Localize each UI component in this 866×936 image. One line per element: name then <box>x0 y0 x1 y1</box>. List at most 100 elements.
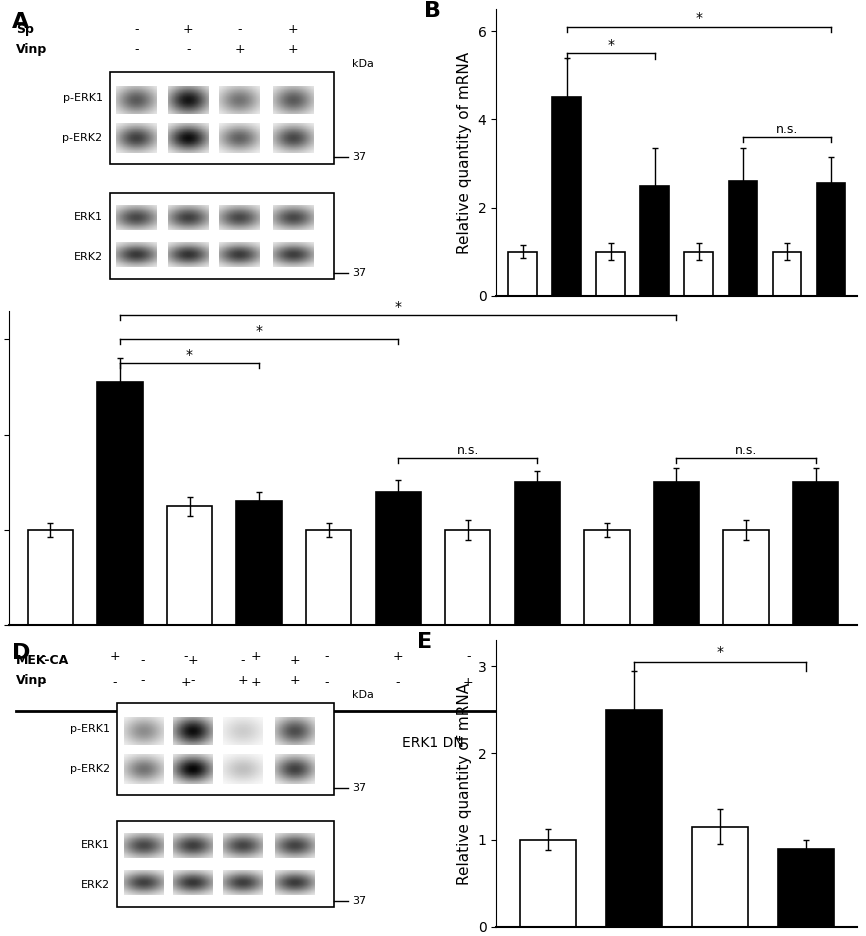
Bar <box>167 506 212 625</box>
Bar <box>520 840 576 927</box>
Text: +: + <box>288 22 299 36</box>
Text: -: - <box>237 22 242 36</box>
Text: Vinp: Vinp <box>433 360 464 373</box>
Text: -: - <box>516 360 521 373</box>
Text: ERK1 DN: ERK1 DN <box>402 736 464 750</box>
Text: +: + <box>675 651 686 664</box>
Text: -: - <box>186 43 191 56</box>
Text: +: + <box>289 654 300 666</box>
Text: *: * <box>695 11 702 25</box>
Text: n.s.: n.s. <box>776 123 798 136</box>
Text: p-ERK1: p-ERK1 <box>70 724 110 734</box>
Text: +: + <box>817 651 827 664</box>
Text: -: - <box>191 674 195 687</box>
Text: +: + <box>817 676 827 689</box>
Text: +: + <box>188 654 198 666</box>
Text: -: - <box>42 676 46 689</box>
FancyBboxPatch shape <box>110 72 333 164</box>
Text: 37: 37 <box>352 269 365 278</box>
Text: A: A <box>12 12 29 32</box>
Bar <box>376 491 421 625</box>
Text: *: * <box>395 300 402 314</box>
Text: +: + <box>830 387 840 400</box>
Text: *: * <box>255 324 262 338</box>
Text: +: + <box>237 674 248 687</box>
Text: -: - <box>113 676 117 689</box>
Bar <box>28 530 73 625</box>
Text: +: + <box>746 676 757 689</box>
Text: +: + <box>830 360 840 373</box>
Text: +: + <box>533 651 545 664</box>
Text: +: + <box>288 43 299 56</box>
Text: +: + <box>183 22 193 36</box>
Text: Mock: Mock <box>132 736 168 750</box>
Text: -: - <box>607 387 611 400</box>
Text: *: * <box>716 646 723 659</box>
Text: +: + <box>559 335 569 348</box>
Bar <box>817 183 845 296</box>
Text: -: - <box>516 387 521 400</box>
Text: +: + <box>392 651 403 664</box>
Text: -: - <box>325 676 329 689</box>
Text: -: - <box>396 676 400 689</box>
Text: +: + <box>785 360 795 373</box>
Text: +: + <box>830 335 840 348</box>
Bar <box>654 482 699 625</box>
Bar <box>508 252 537 296</box>
Y-axis label: Relative quantity of mRNA: Relative quantity of mRNA <box>457 51 472 254</box>
Text: ERK2: ERK2 <box>81 880 110 890</box>
Bar <box>641 185 669 296</box>
Text: -: - <box>607 335 611 348</box>
Bar <box>514 482 560 625</box>
Text: -: - <box>787 335 792 348</box>
Text: +: + <box>289 674 300 687</box>
Y-axis label: Relative quantity of mRNA: Relative quantity of mRNA <box>457 682 472 885</box>
Text: *: * <box>186 347 193 361</box>
Text: D: D <box>12 643 30 663</box>
Text: -: - <box>749 651 753 664</box>
Text: +: + <box>463 676 474 689</box>
Text: 37: 37 <box>352 782 365 793</box>
Text: +: + <box>533 676 545 689</box>
Text: -: - <box>697 335 701 348</box>
Text: +: + <box>740 387 750 400</box>
Text: -: - <box>608 651 612 664</box>
Text: +: + <box>604 360 614 373</box>
Text: n.s.: n.s. <box>456 444 479 457</box>
Text: -: - <box>742 360 746 373</box>
Bar <box>692 826 747 927</box>
Text: kDa: kDa <box>352 691 373 700</box>
Text: -: - <box>42 651 46 664</box>
Text: kDa: kDa <box>352 60 373 69</box>
Text: Sp: Sp <box>16 22 34 36</box>
Bar <box>684 252 713 296</box>
Text: *: * <box>607 37 614 51</box>
FancyBboxPatch shape <box>117 821 333 907</box>
Text: -: - <box>325 651 329 664</box>
Text: -: - <box>652 387 656 400</box>
Text: p-ERK2: p-ERK2 <box>69 765 110 774</box>
Bar <box>728 182 757 296</box>
Text: MEK-CA: MEK-CA <box>16 654 69 666</box>
Text: -: - <box>184 651 188 664</box>
Text: -: - <box>608 676 612 689</box>
Text: -: - <box>562 387 566 400</box>
FancyBboxPatch shape <box>117 703 333 795</box>
Text: +: + <box>180 676 191 689</box>
Text: +: + <box>649 335 660 348</box>
Text: -: - <box>516 335 521 348</box>
Text: Vinp: Vinp <box>16 674 47 687</box>
Text: ERK1: ERK1 <box>81 840 110 850</box>
Text: -: - <box>134 22 139 36</box>
Bar <box>306 530 352 625</box>
Text: E: E <box>417 632 432 651</box>
Text: ERK2: ERK2 <box>74 252 102 262</box>
Text: +: + <box>251 676 262 689</box>
Bar <box>585 530 630 625</box>
Text: Vinp: Vinp <box>16 43 47 56</box>
Bar <box>597 252 625 296</box>
Text: -: - <box>562 360 566 373</box>
Text: B: B <box>424 1 441 21</box>
Bar <box>723 530 769 625</box>
Text: -: - <box>141 654 145 666</box>
